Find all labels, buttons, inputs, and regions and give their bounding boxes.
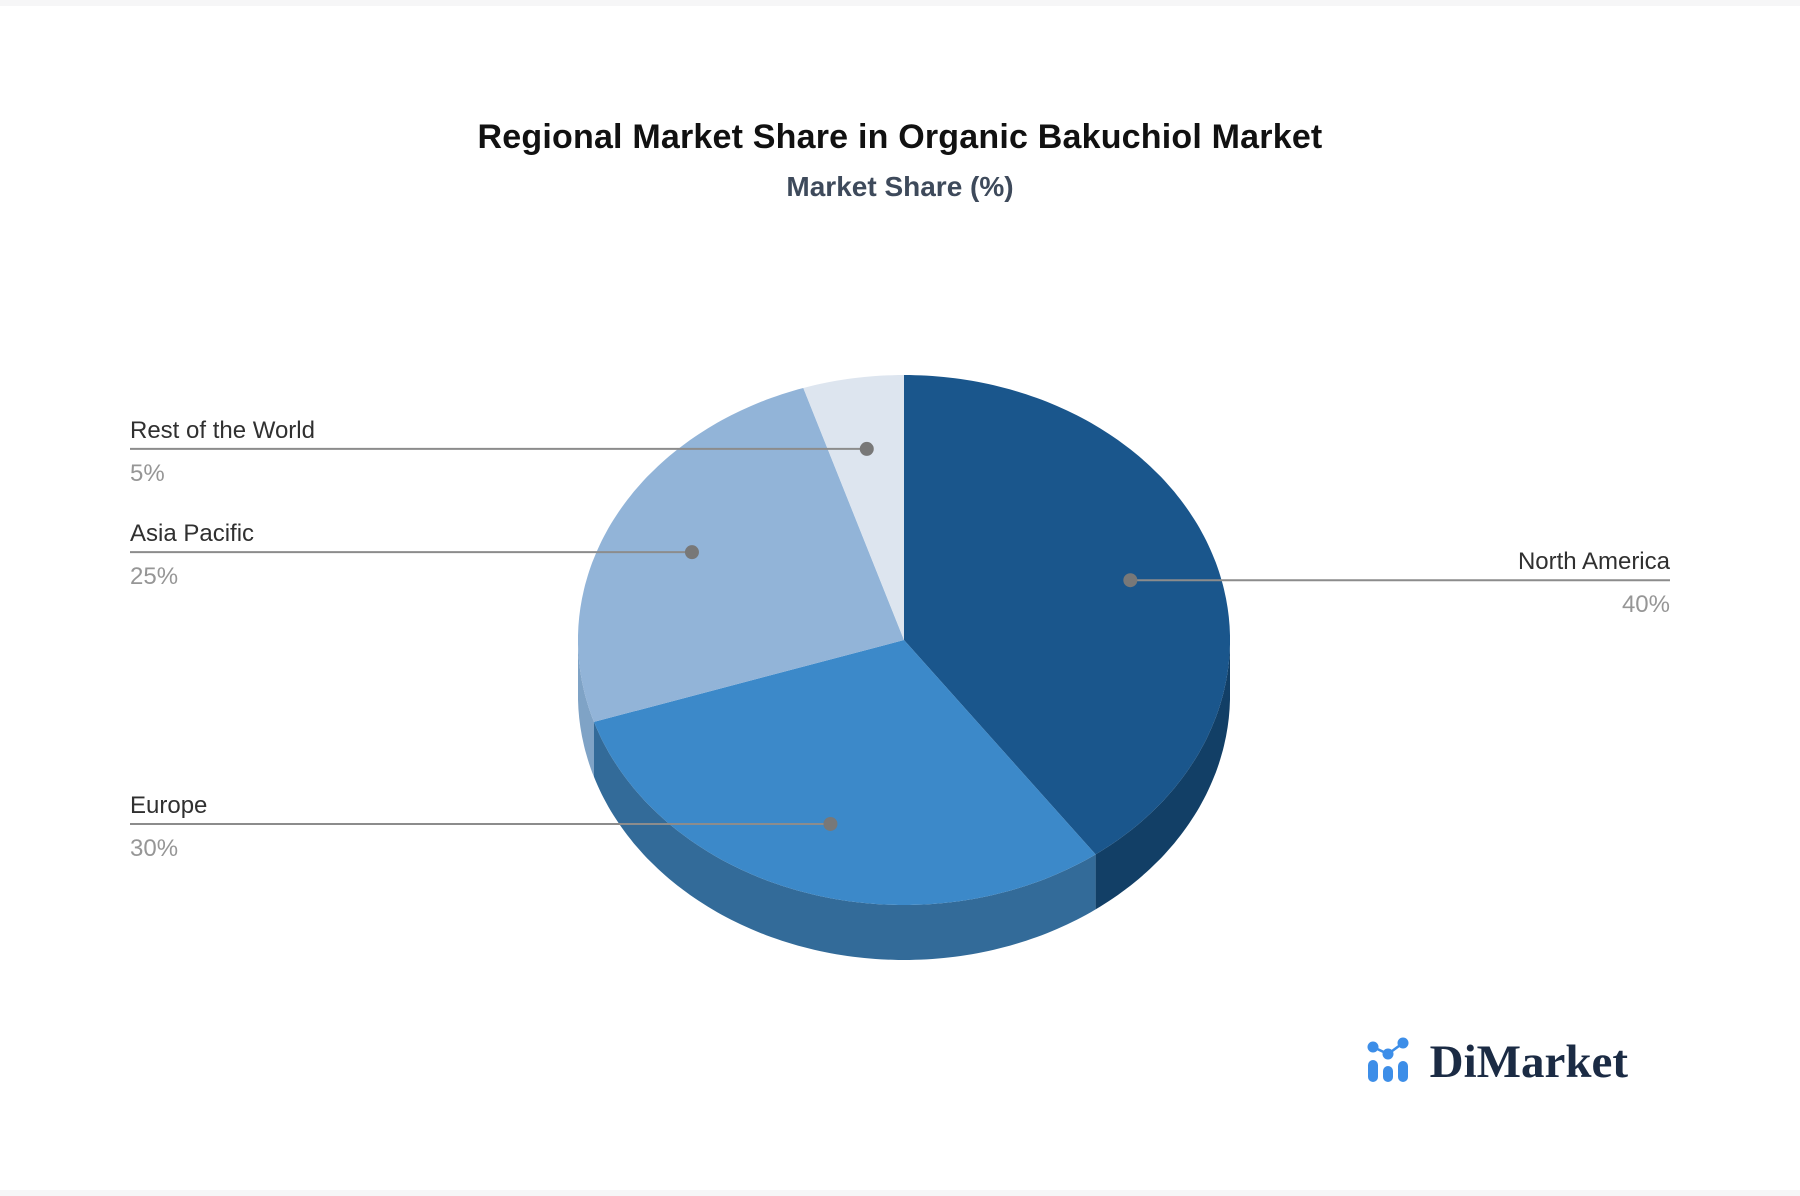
pie-slice-europe[interactable] bbox=[594, 640, 1096, 905]
slice-value-europe: 30% bbox=[130, 835, 178, 862]
brand-name: DiMarket bbox=[1429, 1036, 1628, 1088]
slice-value-north-america: 40% bbox=[1622, 591, 1670, 618]
brand-icon-dot bbox=[1397, 1037, 1409, 1049]
pie-slice-side-north-america bbox=[1095, 644, 1230, 910]
leader-dot-asia-pacific bbox=[684, 545, 699, 560]
slice-label-europe: Europe bbox=[130, 792, 207, 819]
pie-slice-asia-pacific[interactable] bbox=[578, 388, 904, 722]
slice-label-asia-pacific: Asia Pacific bbox=[130, 520, 254, 547]
chart-header: Regional Market Share in Organic Bakuchi… bbox=[0, 118, 1800, 203]
leader-dot-rest-of-the-world bbox=[859, 441, 874, 456]
pie-slice-north-america[interactable] bbox=[904, 375, 1230, 855]
page-top-strip bbox=[0, 0, 1800, 6]
slice-value-asia-pacific: 25% bbox=[130, 563, 178, 590]
pie-slice-rest-of-the-world[interactable] bbox=[803, 375, 904, 640]
chart-title: Regional Market Share in Organic Bakuchi… bbox=[477, 118, 1323, 156]
chart-subtitle: Market Share (%) bbox=[786, 171, 1014, 202]
slice-label-rest-of-the-world: Rest of the World bbox=[130, 417, 315, 444]
slice-value-rest-of-the-world: 5% bbox=[130, 460, 165, 487]
brand-icon-bar bbox=[1367, 1060, 1378, 1082]
slice-label-north-america: North America bbox=[1518, 548, 1671, 575]
brand-icon-bar bbox=[1382, 1066, 1393, 1082]
brand-icon-bar bbox=[1397, 1061, 1408, 1082]
bar-line-chart-icon bbox=[1367, 1037, 1409, 1082]
leader-dot-europe bbox=[823, 816, 838, 831]
leader-dot-north-america bbox=[1123, 573, 1138, 588]
brand-icon-dot bbox=[1367, 1041, 1379, 1053]
pie-slice-side-europe bbox=[594, 721, 1096, 960]
page-bottom-strip bbox=[0, 1190, 1800, 1196]
pie-slice-side-asia-pacific bbox=[578, 640, 594, 777]
brand-logo: DiMarket bbox=[1364, 1030, 1628, 1086]
brand-icon-dot bbox=[1382, 1048, 1394, 1060]
